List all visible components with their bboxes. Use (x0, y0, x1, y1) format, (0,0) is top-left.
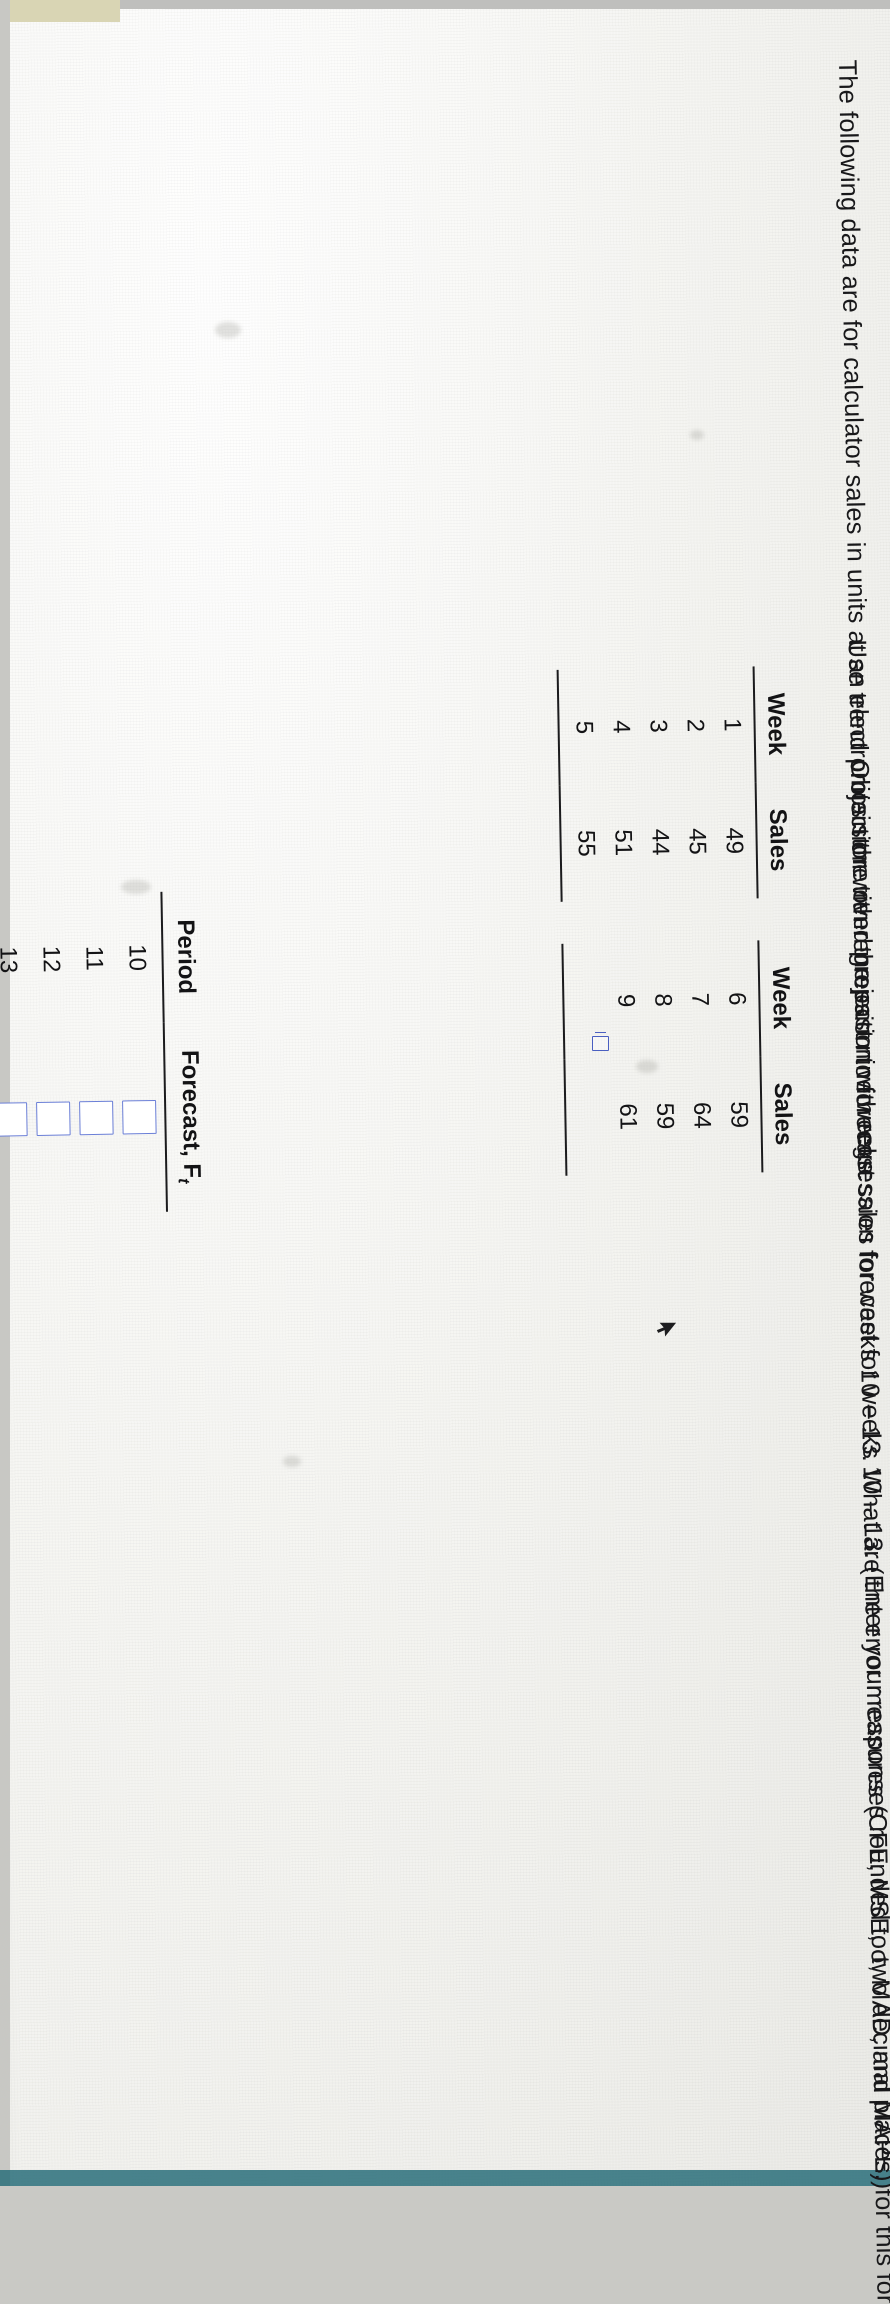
cell-sales-left: 45 (683, 827, 711, 856)
cell-forecast (30, 1024, 76, 1214)
cell-period: 13 (0, 894, 30, 1026)
cell-week-left: 3 (644, 719, 672, 734)
cell-sales-right (564, 1059, 610, 1176)
forecast-input-week-12[interactable] (36, 1101, 71, 1137)
table-row: 5 55 (557, 669, 610, 1176)
cell-period: 12 (37, 945, 66, 973)
cell-week-left: 5 (557, 669, 603, 786)
question-2-text: Obtain the trend projection with regress… (845, 759, 888, 1560)
cell-sales-left: 51 (609, 829, 637, 857)
forecast-input-week-13[interactable] (0, 1102, 28, 1138)
question-2-paragraph: Obtain the trend projection with regress… (842, 759, 890, 2189)
table-row: 12 (28, 893, 77, 1214)
cell-week-right: 9 (612, 993, 640, 1008)
cell-sales-right: 59 (651, 1102, 679, 1130)
column-gap (562, 901, 606, 944)
desk-bottom-band (0, 2186, 890, 2304)
header-period: Period (161, 891, 207, 1023)
cell-sales-right: 61 (614, 1103, 642, 1131)
desk-left-edge (0, 0, 10, 2304)
cell-week-left: 2 (681, 718, 709, 733)
column-gap (605, 900, 643, 943)
cell-week-right: 6 (723, 991, 751, 1006)
forecast-input-week-11[interactable] (79, 1101, 114, 1136)
column-gap (758, 898, 798, 941)
cell-sales-right: 64 (688, 1101, 716, 1129)
cell-week-left: 4 (607, 719, 635, 734)
cell-period: 10 (123, 943, 151, 972)
cell-sales-left: 44 (646, 828, 674, 856)
table-row: 10 (114, 892, 168, 1213)
header-week-left: Week (753, 665, 795, 783)
question-2-instruction: (Enter your responses rounded to two dec… (859, 1565, 890, 2190)
header-sales-right: Sales (760, 1055, 802, 1173)
column-gap (642, 900, 680, 943)
page-marker-icon (592, 1036, 609, 1051)
column-gap (716, 898, 759, 941)
header-week-right: Week (758, 939, 800, 1057)
table-row: 13 (0, 894, 34, 1215)
desk-corner-patch (0, 0, 120, 22)
sales-data-table: Week Sales Week Sales 1 49 6 59 2 45 (557, 665, 802, 1176)
table-header-row: Period Forecast, Ft (161, 891, 210, 1212)
table-row: 11 (71, 893, 120, 1214)
cell-week-right: 8 (649, 993, 677, 1007)
cell-sales-right: 59 (725, 1101, 753, 1129)
header-forecast: Forecast, Ft (163, 1021, 210, 1212)
cell-week-right: 7 (686, 992, 714, 1007)
cell-sales-left: 49 (720, 827, 748, 855)
cell-period: 11 (80, 945, 108, 972)
cell-forecast (73, 1023, 119, 1213)
cursor-arrow-icon (656, 1322, 677, 1337)
cell-sales-left: 55 (559, 785, 605, 902)
header-forecast-subscript: t (174, 1178, 192, 1184)
forecast-answer-table: Period Forecast, Ft 10 11 12 13 (0, 891, 210, 1215)
header-forecast-label: Forecast, F (176, 1049, 206, 1179)
desk-top-edge (0, 0, 890, 9)
cell-forecast (0, 1024, 34, 1215)
column-gap (679, 899, 717, 942)
desk-teal-strip (0, 2170, 890, 2186)
cell-forecast (116, 1022, 167, 1212)
header-sales-left: Sales (755, 781, 797, 899)
forecast-input-week-10[interactable] (122, 1100, 157, 1135)
cell-week-left: 1 (718, 717, 746, 732)
table-row: 1 49 6 59 (712, 666, 763, 1173)
